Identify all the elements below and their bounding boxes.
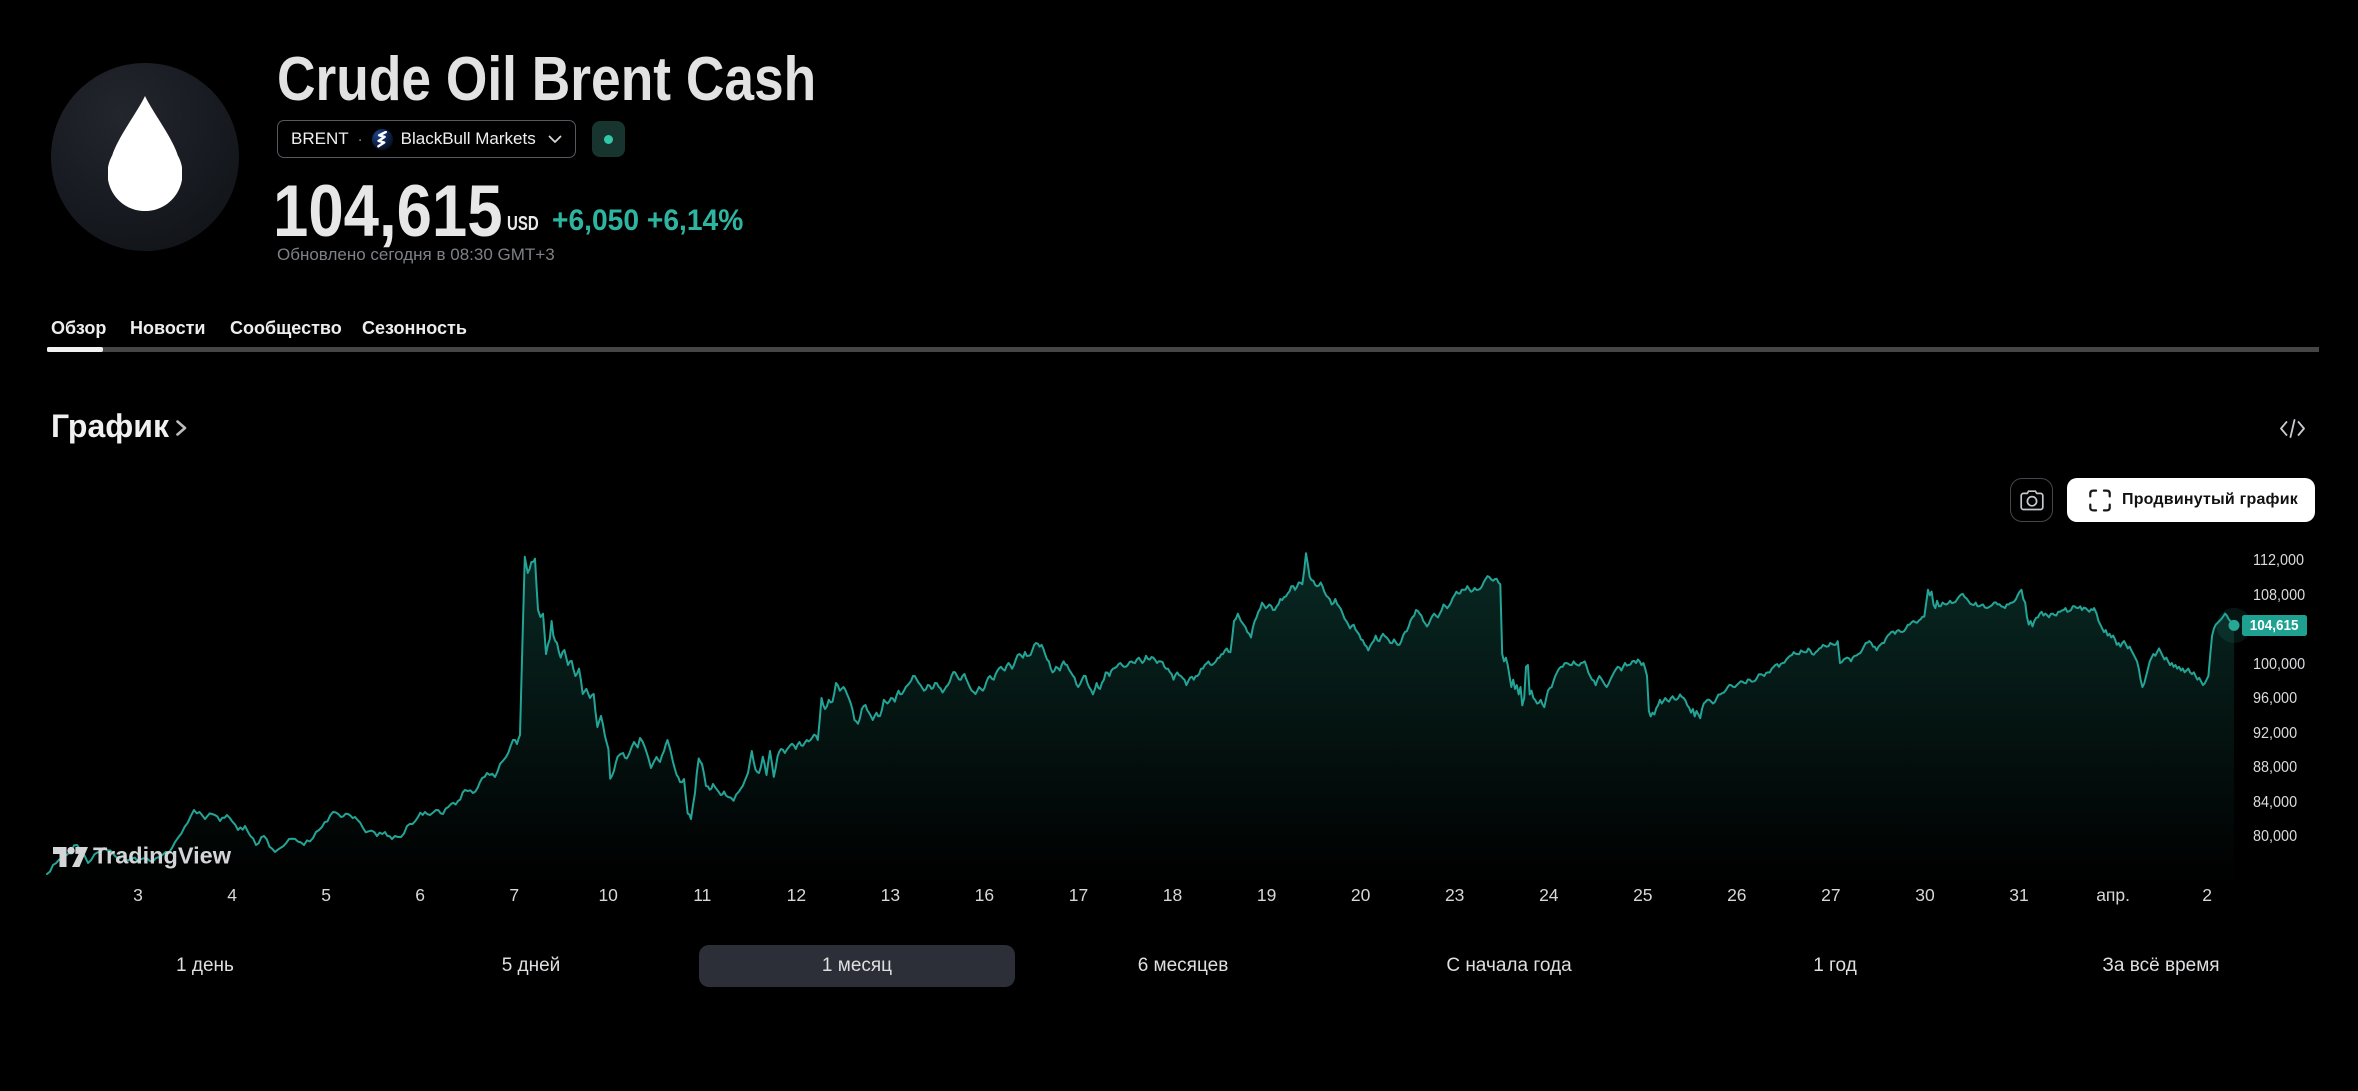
svg-text:TradingView: TradingView: [93, 843, 232, 868]
